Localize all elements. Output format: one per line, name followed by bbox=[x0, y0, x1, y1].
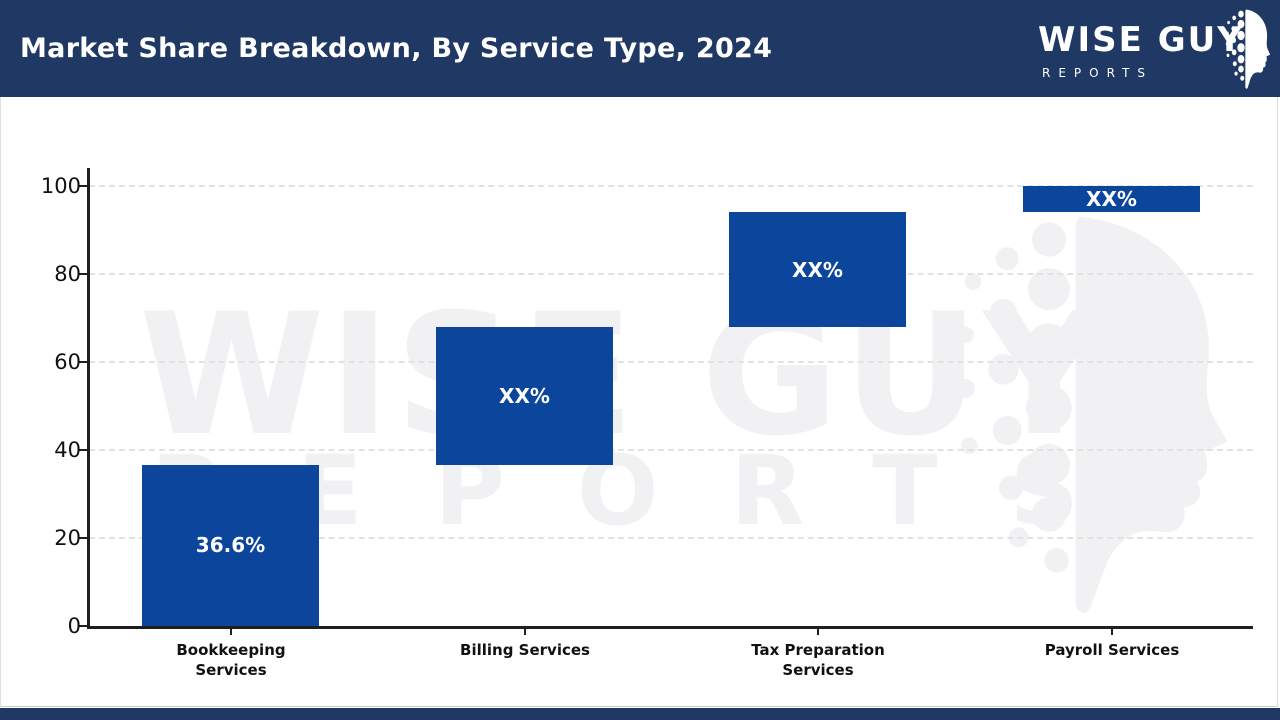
footer-bar bbox=[0, 708, 1280, 720]
category-label-line: Billing Services bbox=[460, 641, 590, 659]
wiseguy-head-icon bbox=[1210, 8, 1272, 92]
category-label: Bookkeeping Services bbox=[111, 640, 351, 680]
category-label: Billing Services bbox=[405, 640, 645, 660]
y-tick-label: 40 bbox=[54, 438, 81, 462]
category-label-line: Tax Preparation bbox=[751, 641, 885, 659]
bar-value-label: XX% bbox=[792, 257, 843, 282]
y-tick-mark bbox=[79, 273, 87, 275]
category-label: Tax Preparation Services bbox=[698, 640, 938, 680]
watermark-text-wiseguy: WISE GUY bbox=[139, 277, 1110, 473]
bar: 36.6% bbox=[142, 464, 319, 626]
watermark-head-icon bbox=[859, 209, 1239, 629]
grid-line bbox=[89, 361, 1253, 363]
y-tick-label: 60 bbox=[54, 350, 81, 374]
bar-value-label: XX% bbox=[499, 383, 550, 408]
x-axis bbox=[87, 626, 1253, 629]
x-tick-mark bbox=[230, 628, 232, 635]
y-tick-mark bbox=[79, 537, 87, 539]
y-tick-mark bbox=[79, 361, 87, 363]
bar-value-label: 36.6% bbox=[195, 533, 266, 558]
chart-area: WISE GUY REPORTS 0 20 40 60 80 100 36.6% Bookke… bbox=[0, 97, 1278, 707]
grid-line bbox=[89, 273, 1253, 275]
wiseguy-logo: WISE GUY REPORTS bbox=[1038, 14, 1278, 94]
header-bar: Market Share Breakdown, By Service Type,… bbox=[0, 0, 1280, 97]
category-label: Payroll Services bbox=[992, 640, 1232, 660]
y-tick-label: 100 bbox=[40, 174, 81, 198]
y-tick-mark bbox=[79, 185, 87, 187]
bar: XX% bbox=[436, 326, 613, 465]
logo-text-wiseguy: WISE GUY bbox=[1038, 20, 1244, 60]
category-label-line: Services bbox=[195, 661, 267, 679]
grid-line bbox=[89, 537, 1253, 539]
y-tick-label: 20 bbox=[54, 526, 81, 550]
y-tick-label: 80 bbox=[54, 262, 81, 286]
logo-text-reports: REPORTS bbox=[1042, 66, 1154, 80]
x-tick-mark bbox=[524, 628, 526, 635]
x-tick-mark bbox=[817, 628, 819, 635]
bar-value-label: XX% bbox=[1086, 187, 1137, 212]
y-tick-label: 0 bbox=[67, 614, 81, 638]
bar: XX% bbox=[729, 212, 906, 327]
bar: XX% bbox=[1023, 186, 1200, 213]
category-label-line: Payroll Services bbox=[1044, 641, 1180, 659]
page-title: Market Share Breakdown, By Service Type,… bbox=[20, 33, 773, 64]
y-axis bbox=[87, 168, 90, 629]
x-tick-mark bbox=[1111, 628, 1113, 635]
grid-line bbox=[89, 449, 1253, 451]
grid-line bbox=[89, 185, 1253, 187]
y-tick-mark bbox=[79, 449, 87, 451]
category-label-line: Bookkeeping bbox=[176, 641, 286, 659]
y-tick-mark bbox=[79, 625, 87, 627]
category-label-line: Services bbox=[782, 661, 854, 679]
